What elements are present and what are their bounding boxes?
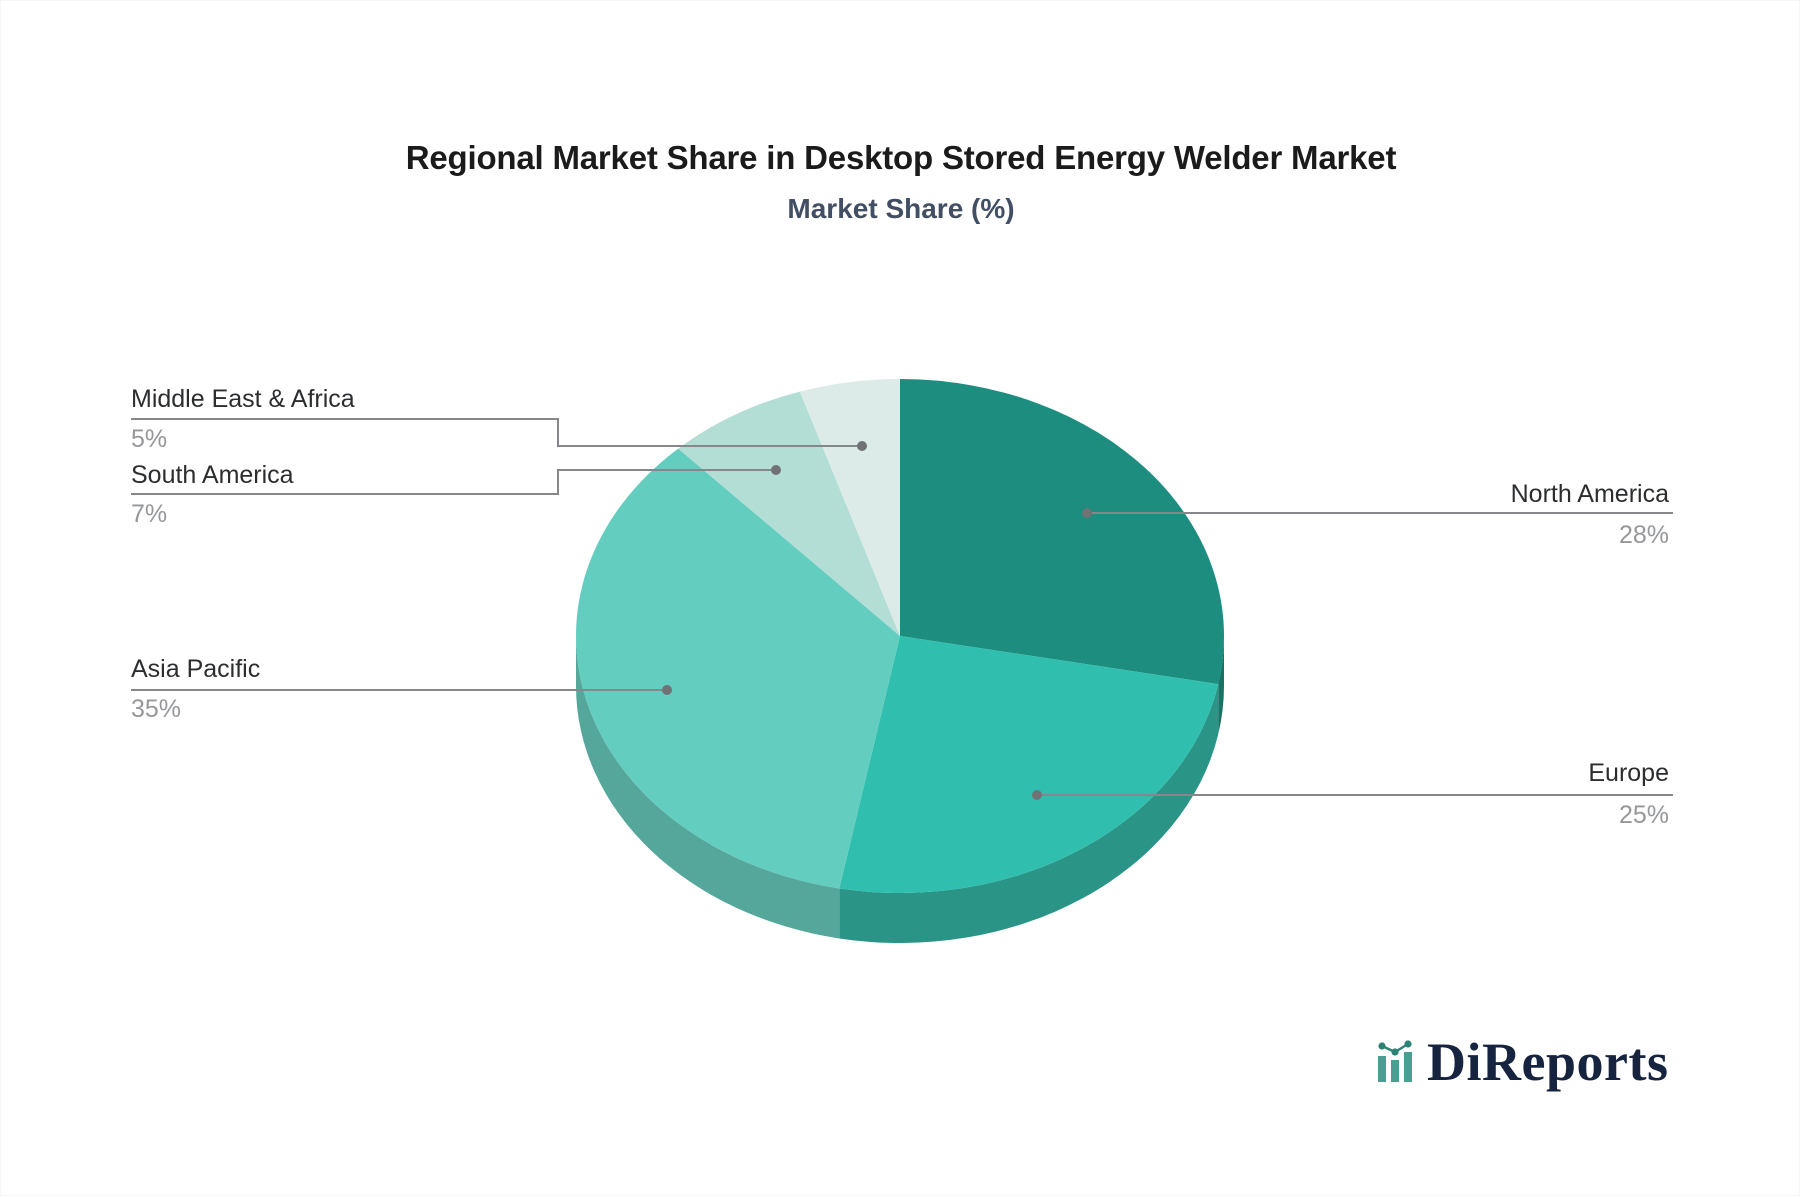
pie-slice-asia_pacific[interactable]: [575, 448, 900, 889]
pie-slice-side-europe: [839, 684, 1219, 943]
callout-dot-europe: [1032, 790, 1042, 800]
logo-text: DiReports: [1427, 1032, 1669, 1092]
callout-line-south_america: [131, 469, 776, 495]
pie-slice-middle_east_africa[interactable]: [799, 379, 900, 636]
pie-slice-side-north_america: [1218, 636, 1224, 735]
callout-dot-asia_pacific: [662, 685, 672, 695]
pie-slice-side-asia_pacific: [576, 636, 840, 939]
callout-dot-south_america: [771, 465, 781, 475]
value-asia-pacific: 35%: [131, 695, 182, 723]
label-europe: Europe: [1588, 759, 1669, 787]
chart-title: Regional Market Share in Desktop Stored …: [405, 139, 1397, 176]
label-asia-pacific: Asia Pacific: [131, 655, 261, 683]
value-south-america: 7%: [131, 500, 168, 528]
bar-chart-logo-icon: [1378, 1040, 1412, 1082]
direports-logo[interactable]: DiReports: [1376, 1035, 1668, 1089]
label-middle-east-africa: Middle East & Africa: [131, 385, 355, 413]
callout-line-middle_east_africa: [131, 418, 862, 447]
value-europe: 25%: [1618, 801, 1669, 829]
value-middle-east-africa: 5%: [131, 425, 168, 453]
callout-dot-middle_east_africa: [857, 441, 867, 451]
pie-slice-south_america[interactable]: [678, 391, 900, 636]
callout-dot-north_america: [1082, 508, 1092, 518]
chart-subtitle: Market Share (%): [787, 193, 1015, 224]
label-south-america: South America: [131, 461, 294, 489]
pie-slice-north_america[interactable]: [900, 379, 1224, 685]
pie-slice-europe[interactable]: [839, 636, 1219, 894]
label-north-america: North America: [1510, 480, 1669, 508]
value-north-america: 28%: [1618, 521, 1669, 549]
